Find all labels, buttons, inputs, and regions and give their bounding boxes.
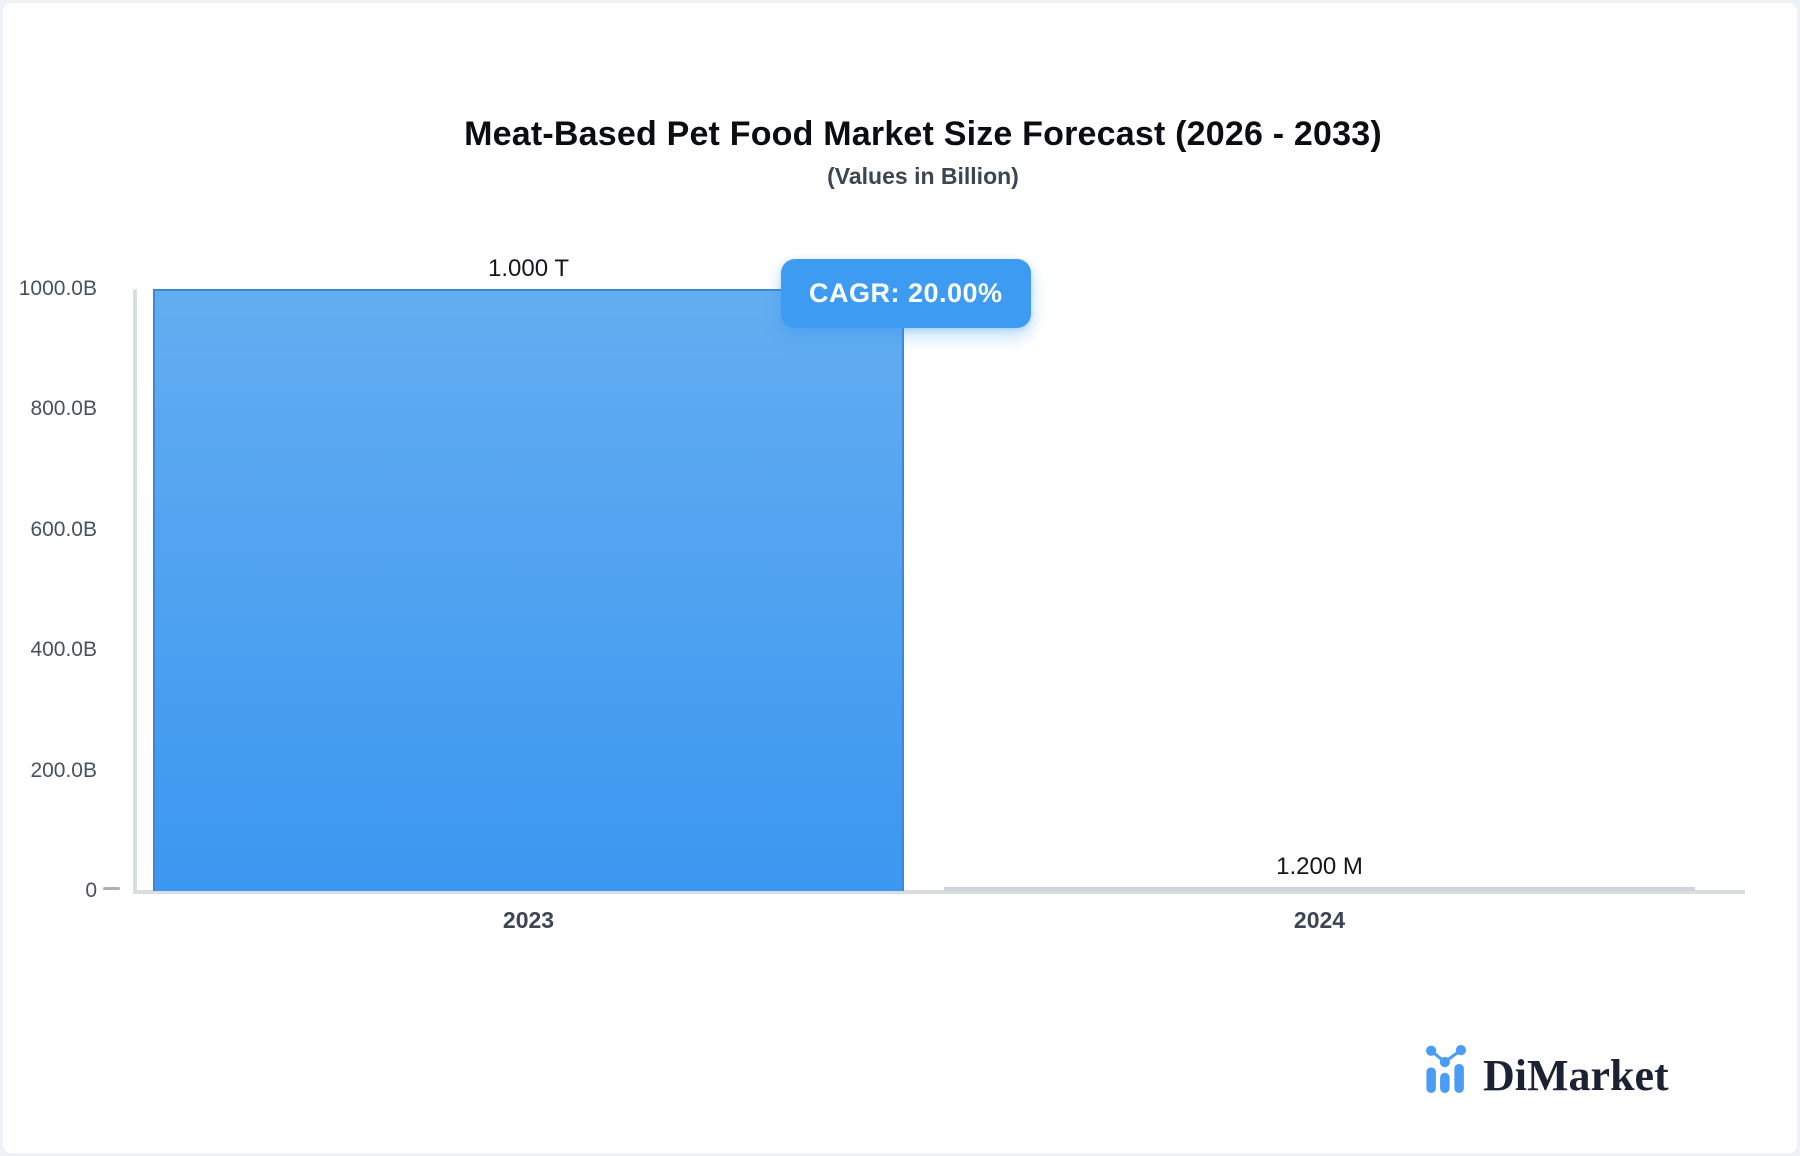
bar-chart-icon (1425, 1043, 1473, 1098)
brand-logo: DiMarket (1425, 1043, 1669, 1098)
chart-title: Meat-Based Pet Food Market Size Forecast… (464, 115, 1382, 153)
y-axis-line (133, 289, 137, 893)
y-axis-tick-label: 1000.0B (18, 277, 97, 300)
bar-value-label-2024: 1.200 M (1276, 853, 1363, 880)
zero-tick-mark (103, 887, 120, 890)
brand-name: DiMarket (1483, 1051, 1669, 1100)
x-axis-line (133, 890, 1745, 894)
cagr-badge: CAGR: 20.00% (781, 259, 1031, 328)
y-axis-tick-label: 200.0B (30, 758, 97, 782)
y-axis-tick-label: 800.0B (30, 397, 97, 421)
y-axis-tick-label: 600.0B (30, 517, 97, 541)
x-axis-label-2023: 2023 (502, 907, 555, 933)
bar-2024[interactable] (943, 887, 1696, 891)
y-axis-tick-label: 400.0B (30, 638, 97, 662)
bar-value-label-2023: 1.000 T (488, 255, 569, 282)
y-axis-tick-label: 0 (85, 879, 97, 902)
chart-subtitle: (Values in Billion) (827, 163, 1019, 189)
x-axis-label-2024: 2024 (1293, 907, 1346, 933)
bar-2023[interactable] (152, 289, 905, 891)
chart-card: Meat-Based Pet Food Market Size Forecast… (3, 3, 1797, 1153)
